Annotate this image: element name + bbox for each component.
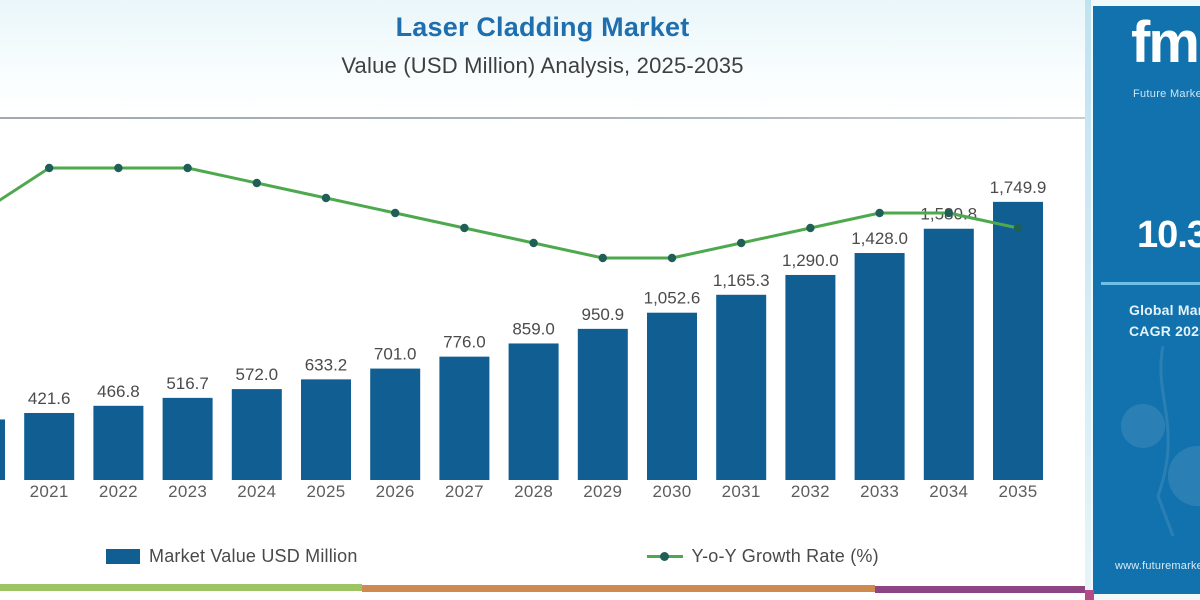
legend-item-market-value[interactable]: Market Value USD Million (106, 546, 358, 567)
x-tick-2027: 2027 (444, 482, 484, 501)
line-marker-2031 (737, 238, 746, 248)
bar-2025 (301, 379, 351, 480)
bar-value-label-2026: 701.0 (374, 345, 417, 364)
cagr-description-line2: CAGR 2025 to 2035 (1129, 323, 1200, 339)
header-divider (0, 117, 1085, 119)
x-tick-2033: 2033 (860, 482, 900, 501)
bar-2032 (785, 274, 836, 480)
x-tick-2034: 2034 (929, 482, 969, 501)
chart-svg: 421.6 466.8 516.7 572.0 633.2 701.0 776.0 859.0… (0, 163, 1047, 480)
bar-2030 (647, 312, 697, 480)
line-marker-2035 (1013, 223, 1023, 233)
cagr-value: 10.3% (1137, 214, 1200, 256)
bar-value-label-2028: 859.0 (512, 319, 555, 338)
sidebar-edge (1085, 0, 1091, 600)
bar-value-label-2023: 516.7 (166, 374, 209, 393)
x-tick-2024: 2024 (237, 482, 277, 501)
line-marker-2023 (183, 163, 192, 173)
line-marker-2029 (598, 253, 607, 263)
bar-2026 (370, 368, 421, 480)
x-tick-2025: 2025 (306, 482, 346, 501)
brand-sidebar: fm Future Market Insights 10.3% Global M… (1085, 0, 1200, 600)
bar-value-label-2025: 633.2 (305, 355, 348, 374)
bar-value-label-2027: 776.0 (443, 333, 486, 352)
line-marker-2024 (252, 178, 261, 188)
page-title: Laser Cladding Market (395, 12, 690, 42)
sidebar-corner-accent (1085, 590, 1094, 600)
bar-value-label-2021: 421.6 (28, 389, 71, 408)
line-marker-2028 (529, 238, 538, 248)
brand-logo: fm (1131, 10, 1200, 75)
bar-swatch-icon (106, 548, 140, 564)
strip-segment-orange (362, 585, 875, 592)
strip-segment-green (0, 584, 362, 591)
strip-segment-purple (875, 586, 1085, 593)
bar-2028 (508, 343, 559, 480)
x-tick-2031: 2031 (721, 482, 761, 501)
x-tick-2035: 2035 (998, 482, 1038, 501)
line-marker-2034 (944, 208, 953, 218)
bar-2020 (0, 419, 5, 480)
brand-url: www.futuremarketinsights.com (1115, 560, 1200, 572)
bar-value-label-2030: 1,052.6 (644, 289, 701, 308)
sidebar-divider (1101, 282, 1200, 285)
brand-logo-subtitle: Future Market Insights (1133, 88, 1200, 100)
x-tick-2028: 2028 (514, 482, 554, 501)
x-axis: 2021 2022 2023 2024 2025 2026 2027 2028 2029 2030… (0, 482, 1085, 528)
line-marker-2030 (667, 253, 677, 263)
chart-header: Laser Cladding Market Value (USD Million… (0, 0, 1085, 118)
bar-value-label-2035: 1,749.9 (990, 178, 1047, 197)
bar-2024 (231, 389, 282, 480)
line-marker-2032 (806, 223, 815, 233)
x-tick-2023: 2023 (168, 482, 208, 501)
line-marker-2022 (114, 163, 123, 173)
line-marker-2025 (321, 193, 331, 203)
x-tick-2022: 2022 (98, 482, 138, 501)
bar-value-label-2024: 572.0 (236, 365, 279, 384)
bar-2027 (439, 356, 490, 480)
bar-2021 (24, 412, 75, 480)
plot-area: 421.6 466.8 516.7 572.0 633.2 701.0 776.0 859.0… (0, 120, 1085, 482)
bar-2022 (93, 405, 144, 480)
cagr-description: Global Market CAGR 2025 to 2035 (1129, 300, 1200, 342)
line-marker-2026 (391, 208, 400, 218)
bottom-color-strip (0, 576, 1085, 600)
legend-label-market-value: Market Value USD Million (149, 545, 358, 566)
bar-2035 (993, 201, 1043, 480)
legend-label-growth-rate: Y-o-Y Growth Rate (%) (691, 545, 879, 566)
bar-value-label-2029: 950.9 (582, 305, 625, 324)
bar-2033 (854, 253, 905, 480)
bar-2031 (716, 294, 767, 480)
bar-value-label-2033: 1,428.0 (851, 229, 908, 248)
watermark-graphic (1121, 345, 1200, 537)
bar-value-label-2031: 1,165.3 (713, 271, 770, 290)
page-subtitle: Value (USD Million) Analysis, 2025-2035 (341, 53, 744, 78)
x-tick-2021: 2021 (29, 482, 69, 501)
bar-2034 (923, 228, 974, 480)
line-swatch-icon (646, 549, 683, 563)
line-marker-2033 (875, 208, 884, 218)
bar-2029 (577, 328, 628, 480)
bar-value-label-2022: 466.8 (97, 382, 140, 401)
x-tick-2032: 2032 (790, 482, 830, 501)
bar-2023 (162, 397, 213, 480)
growth-rate-line (0, 166, 1019, 260)
x-tick-2029: 2029 (583, 482, 623, 501)
x-tick-2030: 2030 (652, 482, 692, 501)
x-tick-2026: 2026 (375, 482, 415, 501)
bar-value-label-2032: 1,290.0 (782, 251, 839, 270)
sidebar-card: fm Future Market Insights 10.3% Global M… (1093, 6, 1200, 594)
legend-item-growth-rate[interactable]: Y-o-Y Growth Rate (%) (646, 545, 879, 567)
cagr-description-line1: Global Market (1129, 302, 1200, 318)
chart-legend: Market Value USD Million Y-o-Y Growth Ra… (0, 536, 1085, 576)
line-marker-2027 (460, 223, 469, 233)
line-marker-2021 (45, 163, 54, 173)
